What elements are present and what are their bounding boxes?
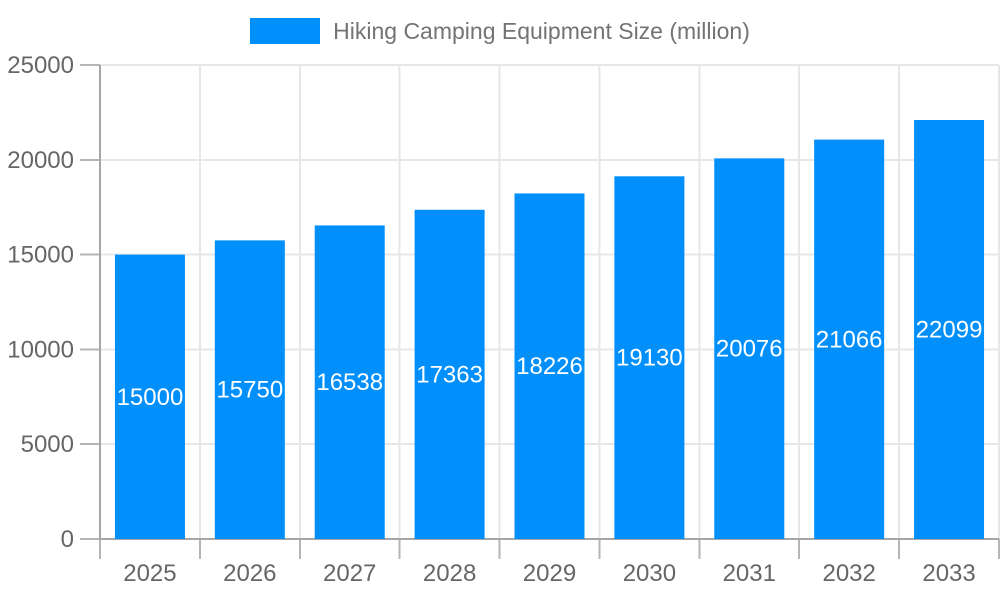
x-axis-label: 2028 <box>423 560 476 587</box>
x-axis-label: 2027 <box>323 560 376 587</box>
y-axis-label: 20000 <box>7 147 74 174</box>
bar-value-label: 20076 <box>716 336 783 363</box>
y-axis-label: 0 <box>61 526 74 553</box>
bar-value-label: 15000 <box>117 384 184 411</box>
bar[interactable] <box>114 254 185 539</box>
bar-value-label: 15750 <box>216 377 283 404</box>
bar[interactable] <box>614 176 685 539</box>
bar[interactable] <box>214 240 285 539</box>
bar-value-label: 16538 <box>316 369 383 396</box>
x-axis-label: 2030 <box>623 560 676 587</box>
bar[interactable] <box>414 209 485 539</box>
bar[interactable] <box>314 225 385 539</box>
y-axis-label: 25000 <box>7 52 74 79</box>
bar-value-label: 18226 <box>516 353 583 380</box>
legend-swatch[interactable] <box>250 18 321 44</box>
legend-label[interactable]: Hiking Camping Equipment Size (million) <box>333 18 750 44</box>
x-axis-label: 2025 <box>123 560 176 587</box>
bar[interactable] <box>914 120 985 539</box>
bar-value-label: 21066 <box>816 326 883 353</box>
bar[interactable] <box>714 158 785 539</box>
bar[interactable] <box>814 139 885 540</box>
x-axis-label: 2033 <box>922 560 975 587</box>
bar-value-label: 17363 <box>416 361 483 388</box>
x-axis-label: 2026 <box>223 560 276 587</box>
y-axis-label: 15000 <box>7 242 74 269</box>
x-axis-label: 2032 <box>822 560 875 587</box>
y-axis-label: 10000 <box>7 336 74 363</box>
bar-value-label: 19130 <box>616 345 683 372</box>
x-axis-label: 2029 <box>523 560 576 587</box>
legend[interactable]: Hiking Camping Equipment Size (million) <box>0 16 1000 46</box>
bar[interactable] <box>514 193 585 539</box>
y-axis-label: 5000 <box>21 431 74 458</box>
bar-value-label: 22099 <box>916 317 983 344</box>
x-axis-label: 2031 <box>723 560 776 587</box>
